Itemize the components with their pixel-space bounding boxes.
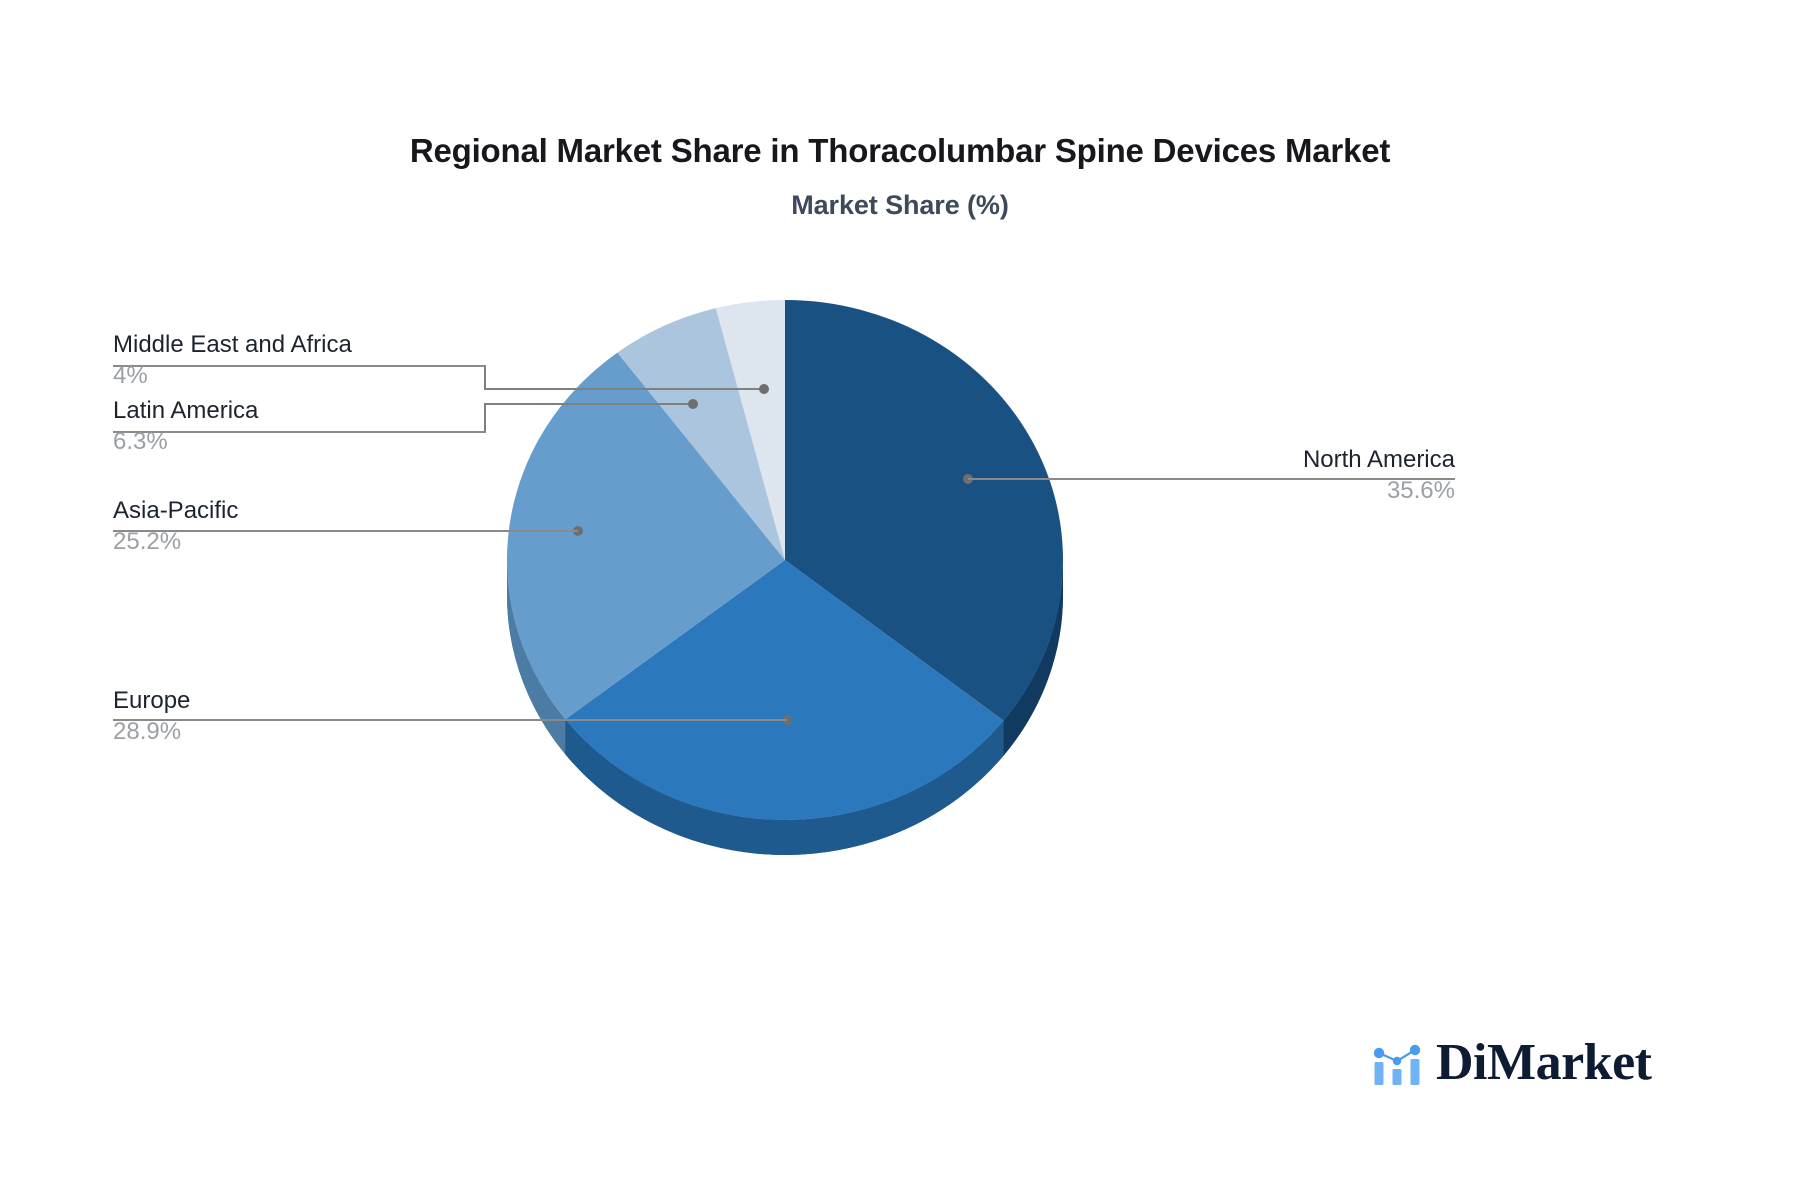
callout-middle-east-africa[interactable]: Middle East and Africa 4% <box>113 330 352 392</box>
pie-slice-europe[interactable] <box>565 560 1004 820</box>
callout-value: 6.3% <box>113 428 168 455</box>
label-rules <box>113 365 1455 721</box>
callout-value: 35.6% <box>1386 477 1455 504</box>
pie-slice-north-america[interactable] <box>785 300 1063 721</box>
dimarket-logo[interactable]: DiMarket <box>1370 1034 1652 1091</box>
bar-chart-logo-icon <box>1373 1044 1421 1085</box>
logo-text: DiMarket <box>1436 1034 1652 1091</box>
callout-europe[interactable]: Europe 28.9% <box>113 686 190 748</box>
chart-title: Regional Market Share in Thoracolumbar S… <box>409 132 1391 169</box>
pie-3d-depth <box>507 560 1063 855</box>
leader-dot-middle-east-africa <box>759 384 769 394</box>
callout-label: Europe <box>113 687 191 714</box>
callout-value: 28.9% <box>113 718 182 745</box>
callout-label: North America <box>1302 446 1455 473</box>
pie-slice-middle-east-and-africa[interactable] <box>715 300 785 560</box>
callout-north-america[interactable]: North America 35.6% <box>1303 445 1455 507</box>
callout-value: 4% <box>113 362 148 389</box>
callout-latin-america[interactable]: Latin America 6.3% <box>113 396 258 458</box>
callout-label: Middle East and Africa <box>113 331 352 358</box>
callout-value: 25.2% <box>113 528 182 555</box>
pie-top-face <box>506 300 1063 820</box>
callout-label: Latin America <box>113 397 259 424</box>
pie-side-europe <box>565 719 1004 855</box>
chart-subtitle: Market Share (%) <box>791 190 1009 220</box>
pie-slice-latin-america[interactable] <box>617 308 785 560</box>
callout-label: Asia-Pacific <box>113 497 239 524</box>
callout-asia-pacific[interactable]: Asia-Pacific 25.2% <box>113 496 238 558</box>
pie-side-asia-pacific <box>507 560 566 755</box>
pie-side-north-america <box>1003 560 1063 756</box>
pie-slice-asia-pacific[interactable] <box>506 352 785 720</box>
leader-dot-latin-america <box>688 399 698 409</box>
